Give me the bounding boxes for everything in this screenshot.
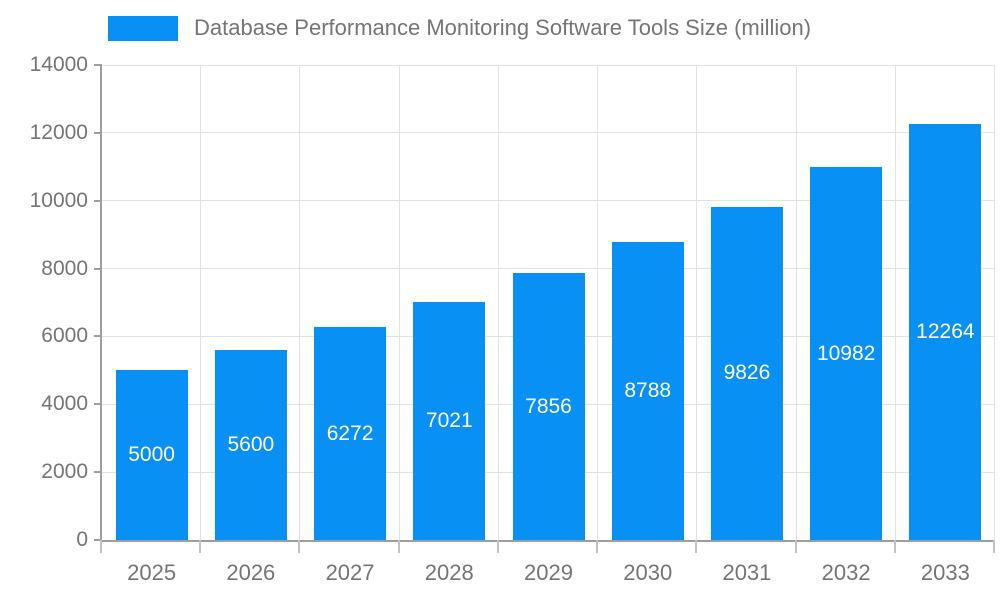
v-gridline [299, 65, 300, 540]
x-axis-label: 2030 [623, 560, 673, 585]
chart-title: Database Performance Monitoring Software… [194, 15, 812, 40]
bar-2025: 5000 [115, 370, 188, 540]
x-axis-label: 2028 [424, 560, 474, 585]
v-gridline [796, 65, 797, 540]
bar-2029: 7856 [512, 273, 585, 540]
x-axis-label: 2032 [821, 560, 871, 585]
x-axis-label: 2025 [127, 560, 177, 585]
v-gridline [498, 65, 499, 540]
h-gridline [102, 268, 995, 270]
y-axis-label: 0 [76, 528, 88, 551]
bar-value-label: 5600 [227, 433, 275, 456]
v-gridline [696, 65, 697, 540]
y-axis-label: 6000 [41, 324, 88, 348]
y-axis-label: 2000 [41, 460, 88, 484]
x-axis-tick [497, 540, 499, 553]
bar-value-label: 7021 [425, 408, 473, 432]
x-axis-label: 2027 [325, 560, 375, 585]
y-axis-tick [94, 403, 102, 406]
x-axis-tick [993, 540, 995, 553]
v-gridline [597, 65, 598, 540]
x-axis-label: 2026 [226, 560, 276, 585]
x-axis-label: 2029 [524, 560, 573, 585]
y-axis-label: 10000 [29, 188, 88, 212]
x-axis-label: 2031 [722, 560, 772, 585]
x-axis-tick [695, 540, 697, 553]
h-gridline [102, 64, 995, 66]
x-axis-tick [100, 540, 102, 553]
h-gridline [102, 200, 995, 202]
y-axis-tick [94, 471, 102, 474]
x-axis-tick [596, 540, 598, 553]
bar-2027: 6272 [314, 327, 387, 540]
x-axis-tick [795, 540, 797, 553]
y-axis-tick [94, 199, 102, 202]
x-axis-tick [298, 540, 300, 553]
v-gridline [200, 65, 201, 540]
v-gridline [895, 65, 896, 540]
bar-value-label: 12264 [916, 319, 975, 343]
v-gridline [994, 65, 995, 540]
y-axis-tick [94, 335, 102, 338]
bar-value-label: 9826 [723, 361, 771, 385]
x-axis-label: 2033 [920, 560, 970, 585]
x-axis-tick [199, 540, 201, 553]
y-axis-tick [94, 64, 102, 66]
bar-2030: 8788 [611, 241, 684, 540]
bar-value-label: 6272 [326, 421, 374, 445]
y-axis-tick [94, 131, 102, 134]
plot-area: 5000 5600 6272 7021 7856 8788 9826 10982 12264 [100, 64, 995, 542]
v-gridline [399, 65, 400, 540]
bar-value-label: 5000 [128, 443, 175, 467]
y-axis-tick [94, 267, 102, 270]
y-axis-label: 4000 [41, 392, 88, 416]
h-gridline [102, 132, 995, 134]
x-axis-tick [398, 540, 400, 553]
x-axis-tick [894, 540, 896, 553]
bar-value-label: 10982 [816, 341, 876, 365]
legend-swatch [108, 15, 178, 41]
bar-2026: 5600 [214, 350, 287, 540]
bar-value-label: 7856 [525, 394, 572, 418]
bar-2028: 7021 [413, 301, 486, 540]
y-axis-label: 14000 [29, 53, 88, 76]
y-axis-label: 8000 [41, 256, 88, 280]
y-axis-tick [94, 539, 102, 541]
chart-legend: Database Performance Monitoring Software… [108, 15, 811, 41]
y-axis-label: 12000 [29, 120, 88, 144]
bar-2031: 9826 [710, 206, 783, 540]
bar-2033: 12264 [909, 123, 982, 540]
bar-value-label: 8788 [624, 378, 672, 402]
bar-2032: 10982 [810, 167, 883, 540]
